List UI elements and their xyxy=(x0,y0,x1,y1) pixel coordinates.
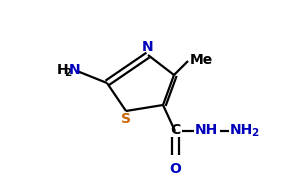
Text: O: O xyxy=(169,162,181,176)
Text: S: S xyxy=(121,112,131,126)
Text: 2: 2 xyxy=(251,128,258,138)
Text: NH: NH xyxy=(230,123,253,137)
Text: N: N xyxy=(69,63,81,77)
Text: C: C xyxy=(170,123,180,137)
Text: NH: NH xyxy=(195,123,218,137)
Text: H: H xyxy=(57,63,69,77)
Text: 2: 2 xyxy=(64,68,71,78)
Text: N: N xyxy=(142,40,154,54)
Text: Me: Me xyxy=(190,53,213,67)
